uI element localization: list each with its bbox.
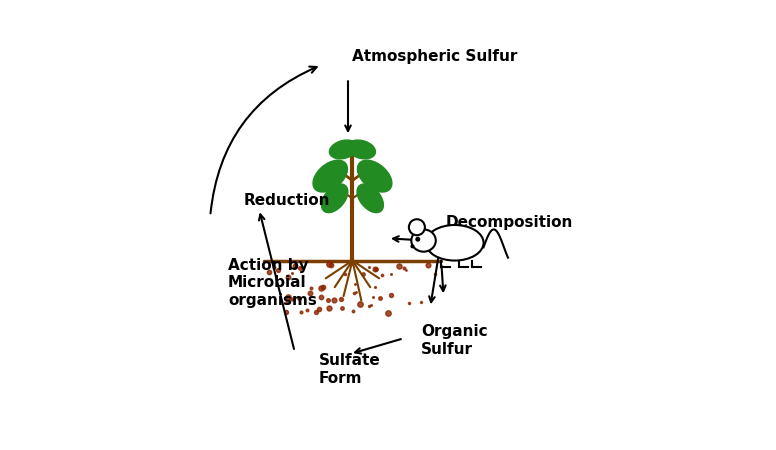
Text: Organic
Sulfur: Organic Sulfur <box>421 324 488 357</box>
Circle shape <box>409 219 425 235</box>
Ellipse shape <box>330 140 358 159</box>
Ellipse shape <box>313 160 348 192</box>
Circle shape <box>416 238 420 241</box>
Ellipse shape <box>321 184 348 213</box>
Ellipse shape <box>426 225 483 261</box>
Ellipse shape <box>411 230 436 252</box>
Text: Action by
Microbial
organisms: Action by Microbial organisms <box>228 258 317 308</box>
Ellipse shape <box>358 160 392 192</box>
Text: Atmospheric Sulfur: Atmospheric Sulfur <box>352 49 518 63</box>
FancyArrowPatch shape <box>210 67 317 213</box>
Circle shape <box>411 245 414 248</box>
Ellipse shape <box>357 184 383 213</box>
Text: Reduction: Reduction <box>244 193 330 208</box>
Text: Sulfate
Form: Sulfate Form <box>319 353 381 386</box>
Ellipse shape <box>347 140 376 159</box>
Text: Decomposition: Decomposition <box>445 215 573 230</box>
